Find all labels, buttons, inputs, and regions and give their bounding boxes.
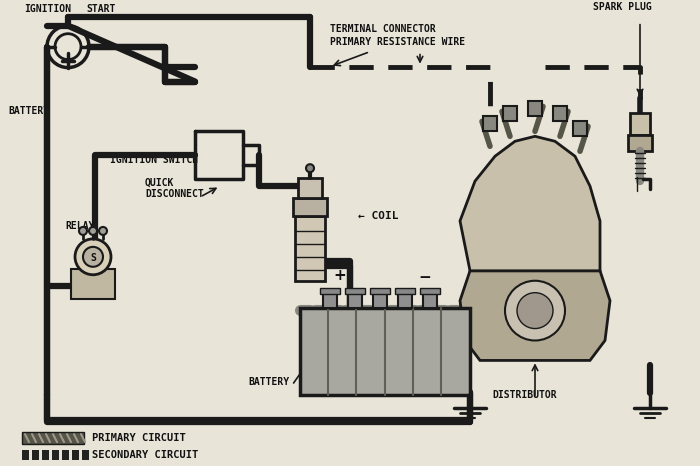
Bar xyxy=(345,288,365,294)
Bar xyxy=(528,102,542,116)
Bar xyxy=(348,292,362,308)
Bar xyxy=(52,450,59,460)
Bar xyxy=(628,135,652,151)
Text: −: − xyxy=(419,270,431,285)
Text: BATTERY: BATTERY xyxy=(8,106,49,116)
Text: QUICK
DISCONNECT: QUICK DISCONNECT xyxy=(145,178,204,199)
Polygon shape xyxy=(460,137,600,271)
Text: RELAY: RELAY xyxy=(65,221,94,231)
Bar xyxy=(573,121,587,137)
Bar xyxy=(553,106,567,121)
Bar xyxy=(300,308,470,395)
Text: IGNITION SWITCH: IGNITION SWITCH xyxy=(110,155,198,165)
Circle shape xyxy=(75,239,111,275)
Bar xyxy=(298,178,322,198)
Circle shape xyxy=(99,227,107,235)
Text: IGNITION: IGNITION xyxy=(25,4,71,14)
Bar xyxy=(420,288,440,294)
Bar xyxy=(395,288,415,294)
Bar xyxy=(293,198,327,216)
Circle shape xyxy=(306,164,314,172)
Bar xyxy=(62,450,69,460)
Bar xyxy=(483,116,497,131)
Bar xyxy=(71,269,115,299)
Bar xyxy=(22,432,84,444)
Bar xyxy=(72,450,79,460)
Bar xyxy=(423,292,437,308)
Bar xyxy=(373,292,387,308)
Circle shape xyxy=(83,247,103,267)
Circle shape xyxy=(89,227,97,235)
Circle shape xyxy=(505,281,565,341)
Text: SPARK PLUG: SPARK PLUG xyxy=(593,2,652,12)
Bar xyxy=(503,106,517,121)
Circle shape xyxy=(517,293,553,329)
Bar xyxy=(320,288,340,294)
Text: DISTRIBUTOR: DISTRIBUTOR xyxy=(492,390,556,400)
Text: S: S xyxy=(90,253,96,263)
Circle shape xyxy=(79,227,87,235)
Bar xyxy=(370,288,390,294)
Bar xyxy=(295,216,325,281)
Bar xyxy=(22,450,29,460)
Polygon shape xyxy=(460,271,610,360)
Text: PRIMARY CIRCUIT: PRIMARY CIRCUIT xyxy=(92,433,186,443)
Text: START: START xyxy=(86,4,116,14)
Text: SECONDARY CIRCUIT: SECONDARY CIRCUIT xyxy=(92,450,198,460)
Text: TERMINAL CONNECTOR: TERMINAL CONNECTOR xyxy=(330,24,435,34)
Bar xyxy=(82,450,89,460)
Text: BATTERY: BATTERY xyxy=(248,377,289,387)
Text: +: + xyxy=(334,268,346,283)
Bar xyxy=(630,113,650,135)
Bar xyxy=(323,292,337,308)
Bar xyxy=(398,292,412,308)
Bar xyxy=(42,450,49,460)
Bar xyxy=(32,450,39,460)
Text: ← COIL: ← COIL xyxy=(358,211,398,221)
Text: PRIMARY RESISTANCE WIRE: PRIMARY RESISTANCE WIRE xyxy=(330,37,465,47)
